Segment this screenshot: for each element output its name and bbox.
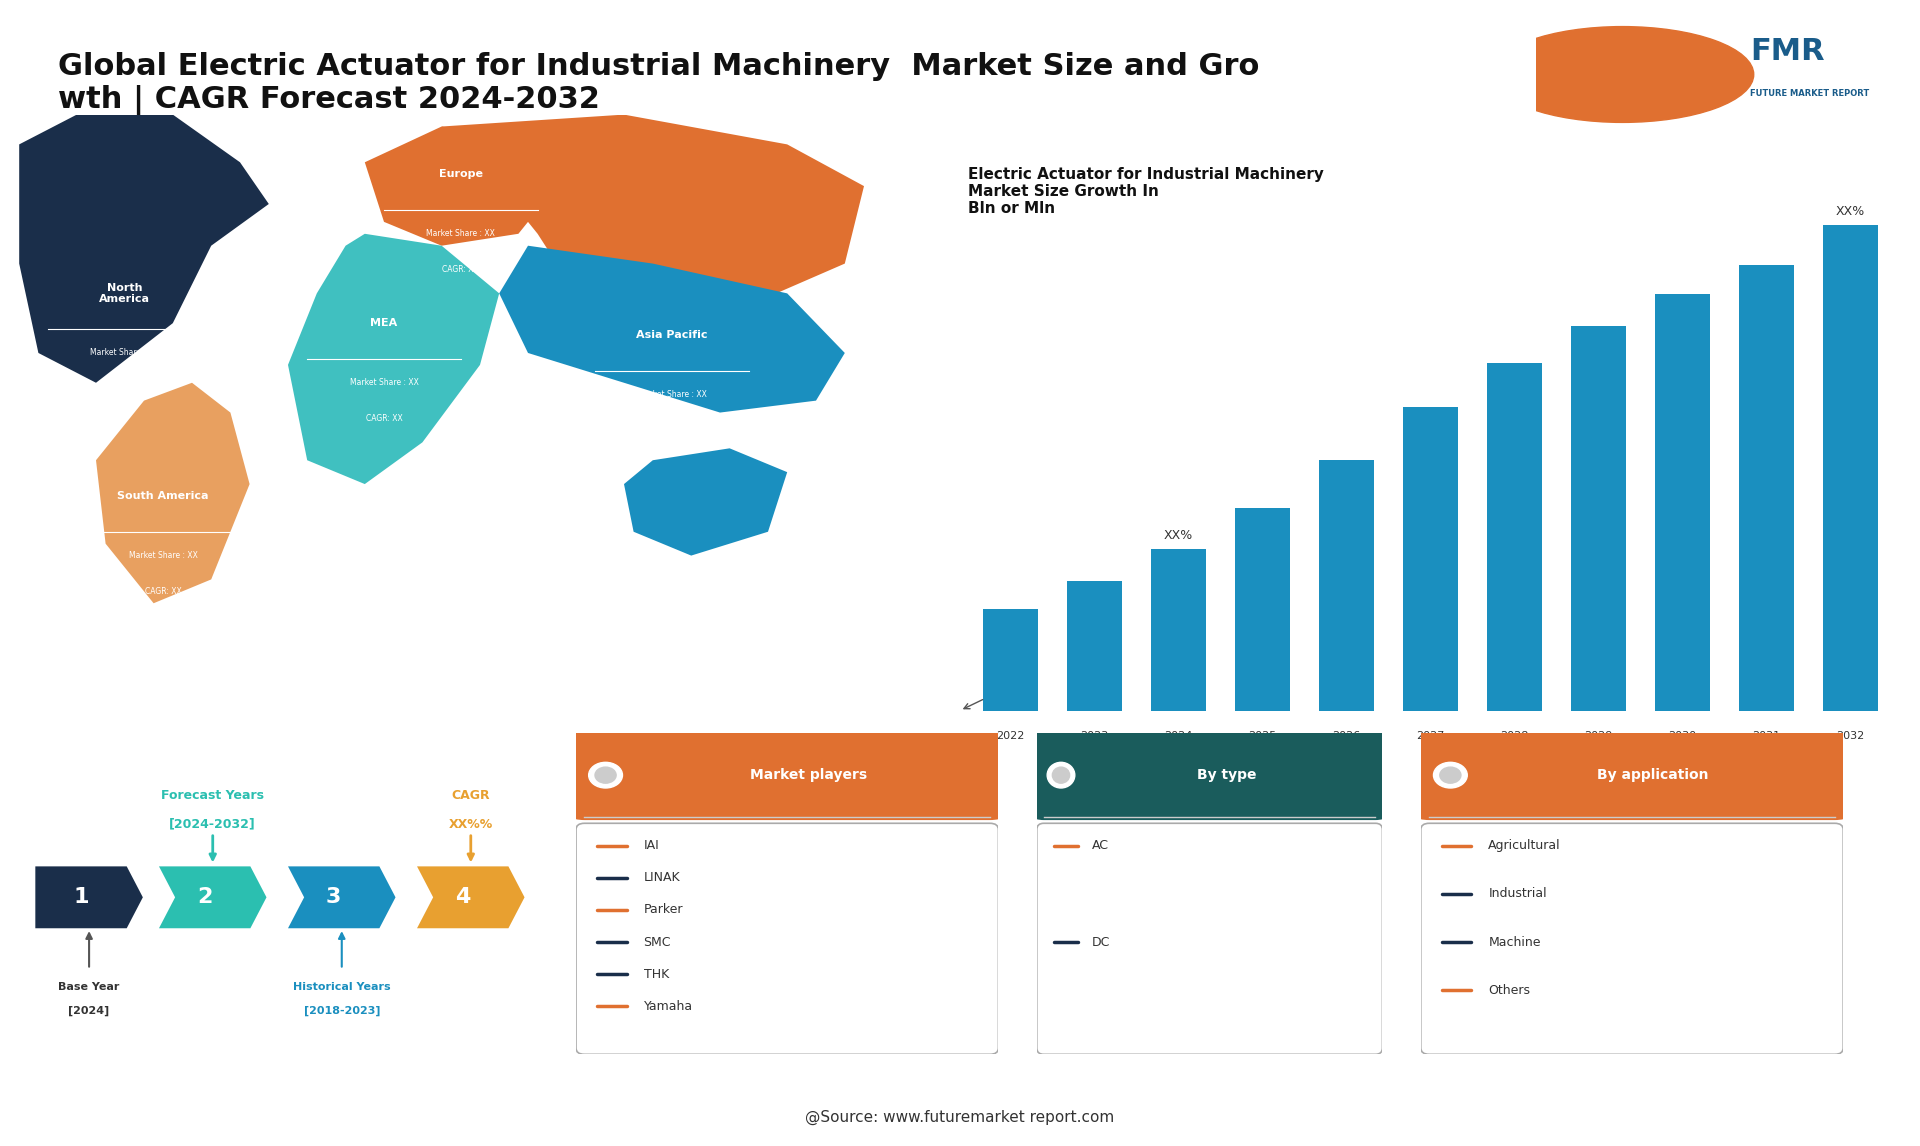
Polygon shape (35, 866, 142, 928)
Text: By type: By type (1198, 768, 1256, 783)
Text: [2024]: [2024] (69, 1006, 109, 1015)
Circle shape (1434, 762, 1467, 788)
FancyBboxPatch shape (1407, 730, 1857, 821)
Text: CAGR: XX: CAGR: XX (106, 384, 144, 393)
Text: XX%: XX% (1164, 528, 1192, 542)
Bar (983, 610, 1037, 711)
Text: FMR: FMR (1751, 38, 1824, 66)
Text: Historical Years: Historical Years (294, 982, 390, 992)
Text: 2029: 2029 (1584, 731, 1613, 740)
Text: XX%%: XX%% (449, 818, 493, 831)
Text: 2030: 2030 (1668, 731, 1697, 740)
Polygon shape (159, 866, 267, 928)
Text: 2027: 2027 (1417, 731, 1444, 740)
Text: 3: 3 (326, 887, 342, 908)
Polygon shape (442, 115, 864, 305)
Bar (1740, 266, 1793, 711)
Text: CAGR: CAGR (451, 790, 490, 802)
FancyBboxPatch shape (563, 730, 1012, 821)
Text: Machine: Machine (1488, 935, 1542, 949)
Polygon shape (624, 448, 787, 556)
Polygon shape (19, 115, 269, 383)
Bar (1152, 549, 1206, 711)
Text: Market Share : XX: Market Share : XX (426, 229, 495, 238)
Text: DC: DC (1092, 935, 1110, 949)
Text: 4: 4 (455, 887, 470, 908)
Text: Others: Others (1488, 983, 1530, 997)
Circle shape (1046, 762, 1075, 788)
Text: FUTURE MARKET REPORT: FUTURE MARKET REPORT (1751, 89, 1870, 97)
Text: North
America: North America (100, 283, 150, 304)
Text: Market Share : XX: Market Share : XX (90, 348, 159, 358)
Text: Market Share : XX: Market Share : XX (349, 378, 419, 387)
Text: 1: 1 (73, 887, 88, 908)
Text: AC: AC (1092, 839, 1110, 853)
Text: 2024: 2024 (1164, 731, 1192, 740)
Text: Market Share : XX: Market Share : XX (637, 390, 707, 399)
Text: 2032: 2032 (1836, 731, 1864, 740)
Text: 2: 2 (198, 887, 213, 908)
Polygon shape (365, 126, 557, 245)
Text: 2022: 2022 (996, 731, 1025, 740)
Text: Industrial: Industrial (1488, 887, 1548, 901)
Text: MEA: MEA (371, 319, 397, 328)
Circle shape (589, 762, 622, 788)
Text: Parker: Parker (643, 903, 684, 917)
Text: Asia Pacific: Asia Pacific (636, 330, 708, 340)
Polygon shape (288, 866, 396, 928)
Circle shape (595, 767, 616, 783)
Bar (1824, 225, 1878, 711)
Text: Global Electric Actuator for Industrial Machinery  Market Size and Gro
wth | CAG: Global Electric Actuator for Industrial … (58, 52, 1260, 115)
Text: Base Year: Base Year (58, 982, 119, 992)
Text: CAGR: XX: CAGR: XX (365, 414, 403, 423)
Text: [2024-2032]: [2024-2032] (169, 818, 255, 831)
Text: Yamaha: Yamaha (643, 999, 693, 1013)
Text: CAGR: XX: CAGR: XX (442, 265, 480, 274)
Text: 2028: 2028 (1500, 731, 1528, 740)
Text: XX%: XX% (1836, 205, 1864, 218)
Circle shape (1052, 767, 1069, 783)
Text: Forecast Years: Forecast Years (161, 790, 265, 802)
Polygon shape (96, 383, 250, 603)
Text: Agricultural: Agricultural (1488, 839, 1561, 853)
Text: Market players: Market players (749, 768, 868, 783)
Text: CAGR: XX: CAGR: XX (653, 426, 691, 435)
Text: Market Share : XX: Market Share : XX (129, 551, 198, 560)
Bar (1488, 362, 1542, 711)
Text: [2018-2023]: [2018-2023] (303, 1006, 380, 1015)
Text: 2023: 2023 (1081, 731, 1108, 740)
Circle shape (1492, 26, 1753, 123)
Text: IAI: IAI (643, 839, 659, 853)
Polygon shape (417, 866, 524, 928)
Bar (1655, 293, 1709, 711)
Text: 2026: 2026 (1332, 731, 1361, 740)
Text: By application: By application (1597, 768, 1709, 783)
Text: SMC: SMC (643, 935, 672, 949)
Bar (1068, 581, 1121, 711)
Bar (1404, 407, 1457, 711)
Text: THK: THK (643, 967, 668, 981)
Text: South America: South America (117, 490, 209, 501)
Text: 2031: 2031 (1753, 731, 1780, 740)
Polygon shape (288, 234, 499, 484)
Circle shape (1440, 767, 1461, 783)
Text: 2025: 2025 (1248, 731, 1277, 740)
Bar (1319, 460, 1373, 711)
Text: CAGR: XX: CAGR: XX (144, 587, 182, 596)
Bar (1235, 508, 1290, 711)
Text: LINAK: LINAK (643, 871, 680, 885)
FancyBboxPatch shape (1027, 730, 1392, 821)
Text: @Source: www.futuremarket report.com: @Source: www.futuremarket report.com (804, 1109, 1116, 1125)
Text: Europe: Europe (440, 170, 482, 179)
Polygon shape (499, 245, 845, 413)
Text: Electric Actuator for Industrial Machinery
Market Size Growth In
Bln or Mln: Electric Actuator for Industrial Machine… (968, 166, 1325, 217)
Bar (1571, 327, 1626, 711)
